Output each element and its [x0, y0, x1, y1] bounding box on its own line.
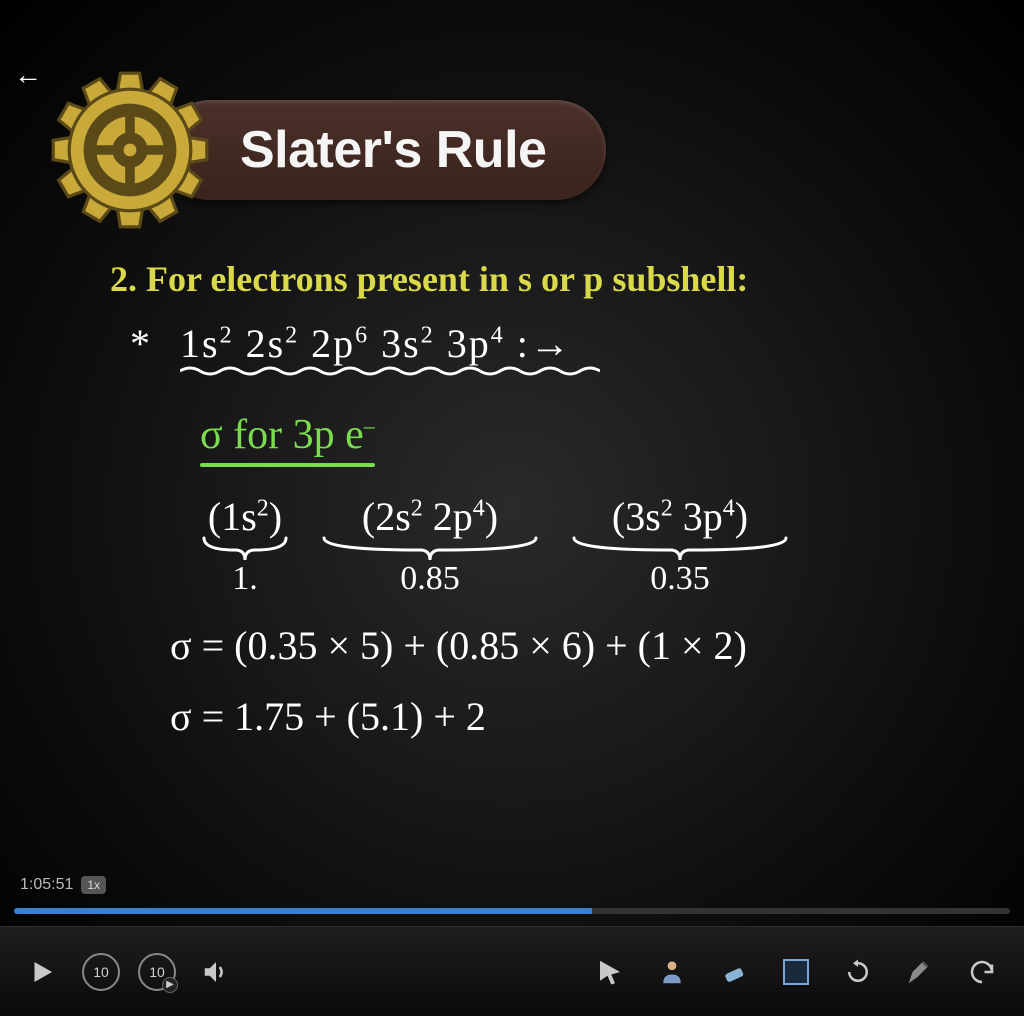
play-button[interactable]	[20, 950, 64, 994]
skip-forward-label: 10	[149, 964, 165, 980]
title-badge: Slater's Rule	[160, 100, 606, 200]
shell-group: (2s2 2p4) 0.85	[320, 493, 540, 598]
pointer-tool-button[interactable]	[588, 950, 632, 994]
volume-button[interactable]	[194, 950, 238, 994]
title-row: Slater's Rule	[50, 70, 1004, 230]
shell-group: (3s2 3p4) 0.35	[570, 493, 790, 598]
refresh-icon[interactable]	[836, 950, 880, 994]
skip-back-button[interactable]: 10	[82, 953, 120, 991]
undo-button[interactable]	[960, 950, 1004, 994]
sigma-for-label: σ for 3p e–	[200, 411, 375, 459]
progress-fill	[14, 908, 592, 914]
group-coefficient: 0.35	[570, 560, 790, 598]
section-heading: 2. For electrons present in s or p subsh…	[110, 258, 1004, 300]
timestamp-row: 1:05:51 1x	[20, 876, 106, 894]
title-text: Slater's Rule	[240, 121, 546, 179]
group-orbitals: (1s2)	[200, 493, 290, 540]
wavy-underline	[180, 365, 600, 375]
progress-bar[interactable]	[14, 908, 1010, 914]
lecture-screen: ←	[0, 0, 1024, 1016]
person-icon[interactable]	[650, 950, 694, 994]
group-orbitals: (2s2 2p4)	[320, 493, 540, 540]
chalk-area: * 1s2 2s2 2p6 3s2 3p4 :→ σ for 3p e– (1s…	[130, 320, 1004, 740]
equation-line-2: σ = 1.75 + (5.1) + 2	[170, 693, 1004, 740]
shell-group: (1s2) 1.	[200, 493, 290, 598]
color-swatch-button[interactable]	[774, 950, 818, 994]
skip-back-label: 10	[93, 964, 109, 980]
group-coefficient: 1.	[200, 560, 290, 598]
bullet-asterisk: *	[130, 324, 150, 364]
toolbar: 10 10 ▶	[0, 926, 1024, 1016]
skip-forward-button[interactable]: 10 ▶	[138, 953, 176, 991]
equation-line-1: σ = (0.35 × 5) + (0.85 × 6) + (1 × 2)	[170, 622, 1004, 669]
eraser-tool-button[interactable]	[712, 950, 756, 994]
speed-badge[interactable]: 1x	[81, 876, 106, 894]
electron-config: 1s2 2s2 2p6 3s2 3p4 :→	[180, 321, 572, 366]
shell-groups: (1s2) 1. (2s2 2p4) 0.85 (3s2 3p4) 0.35	[200, 493, 1004, 598]
group-coefficient: 0.85	[320, 560, 540, 598]
pen-tool-button[interactable]	[898, 950, 942, 994]
skip-forward-mini-icon: ▶	[162, 977, 178, 993]
back-button[interactable]: ←	[14, 60, 42, 92]
gear-icon	[50, 70, 210, 230]
timestamp-text: 1:05:51	[20, 876, 73, 894]
group-orbitals: (3s2 3p4)	[570, 493, 790, 540]
